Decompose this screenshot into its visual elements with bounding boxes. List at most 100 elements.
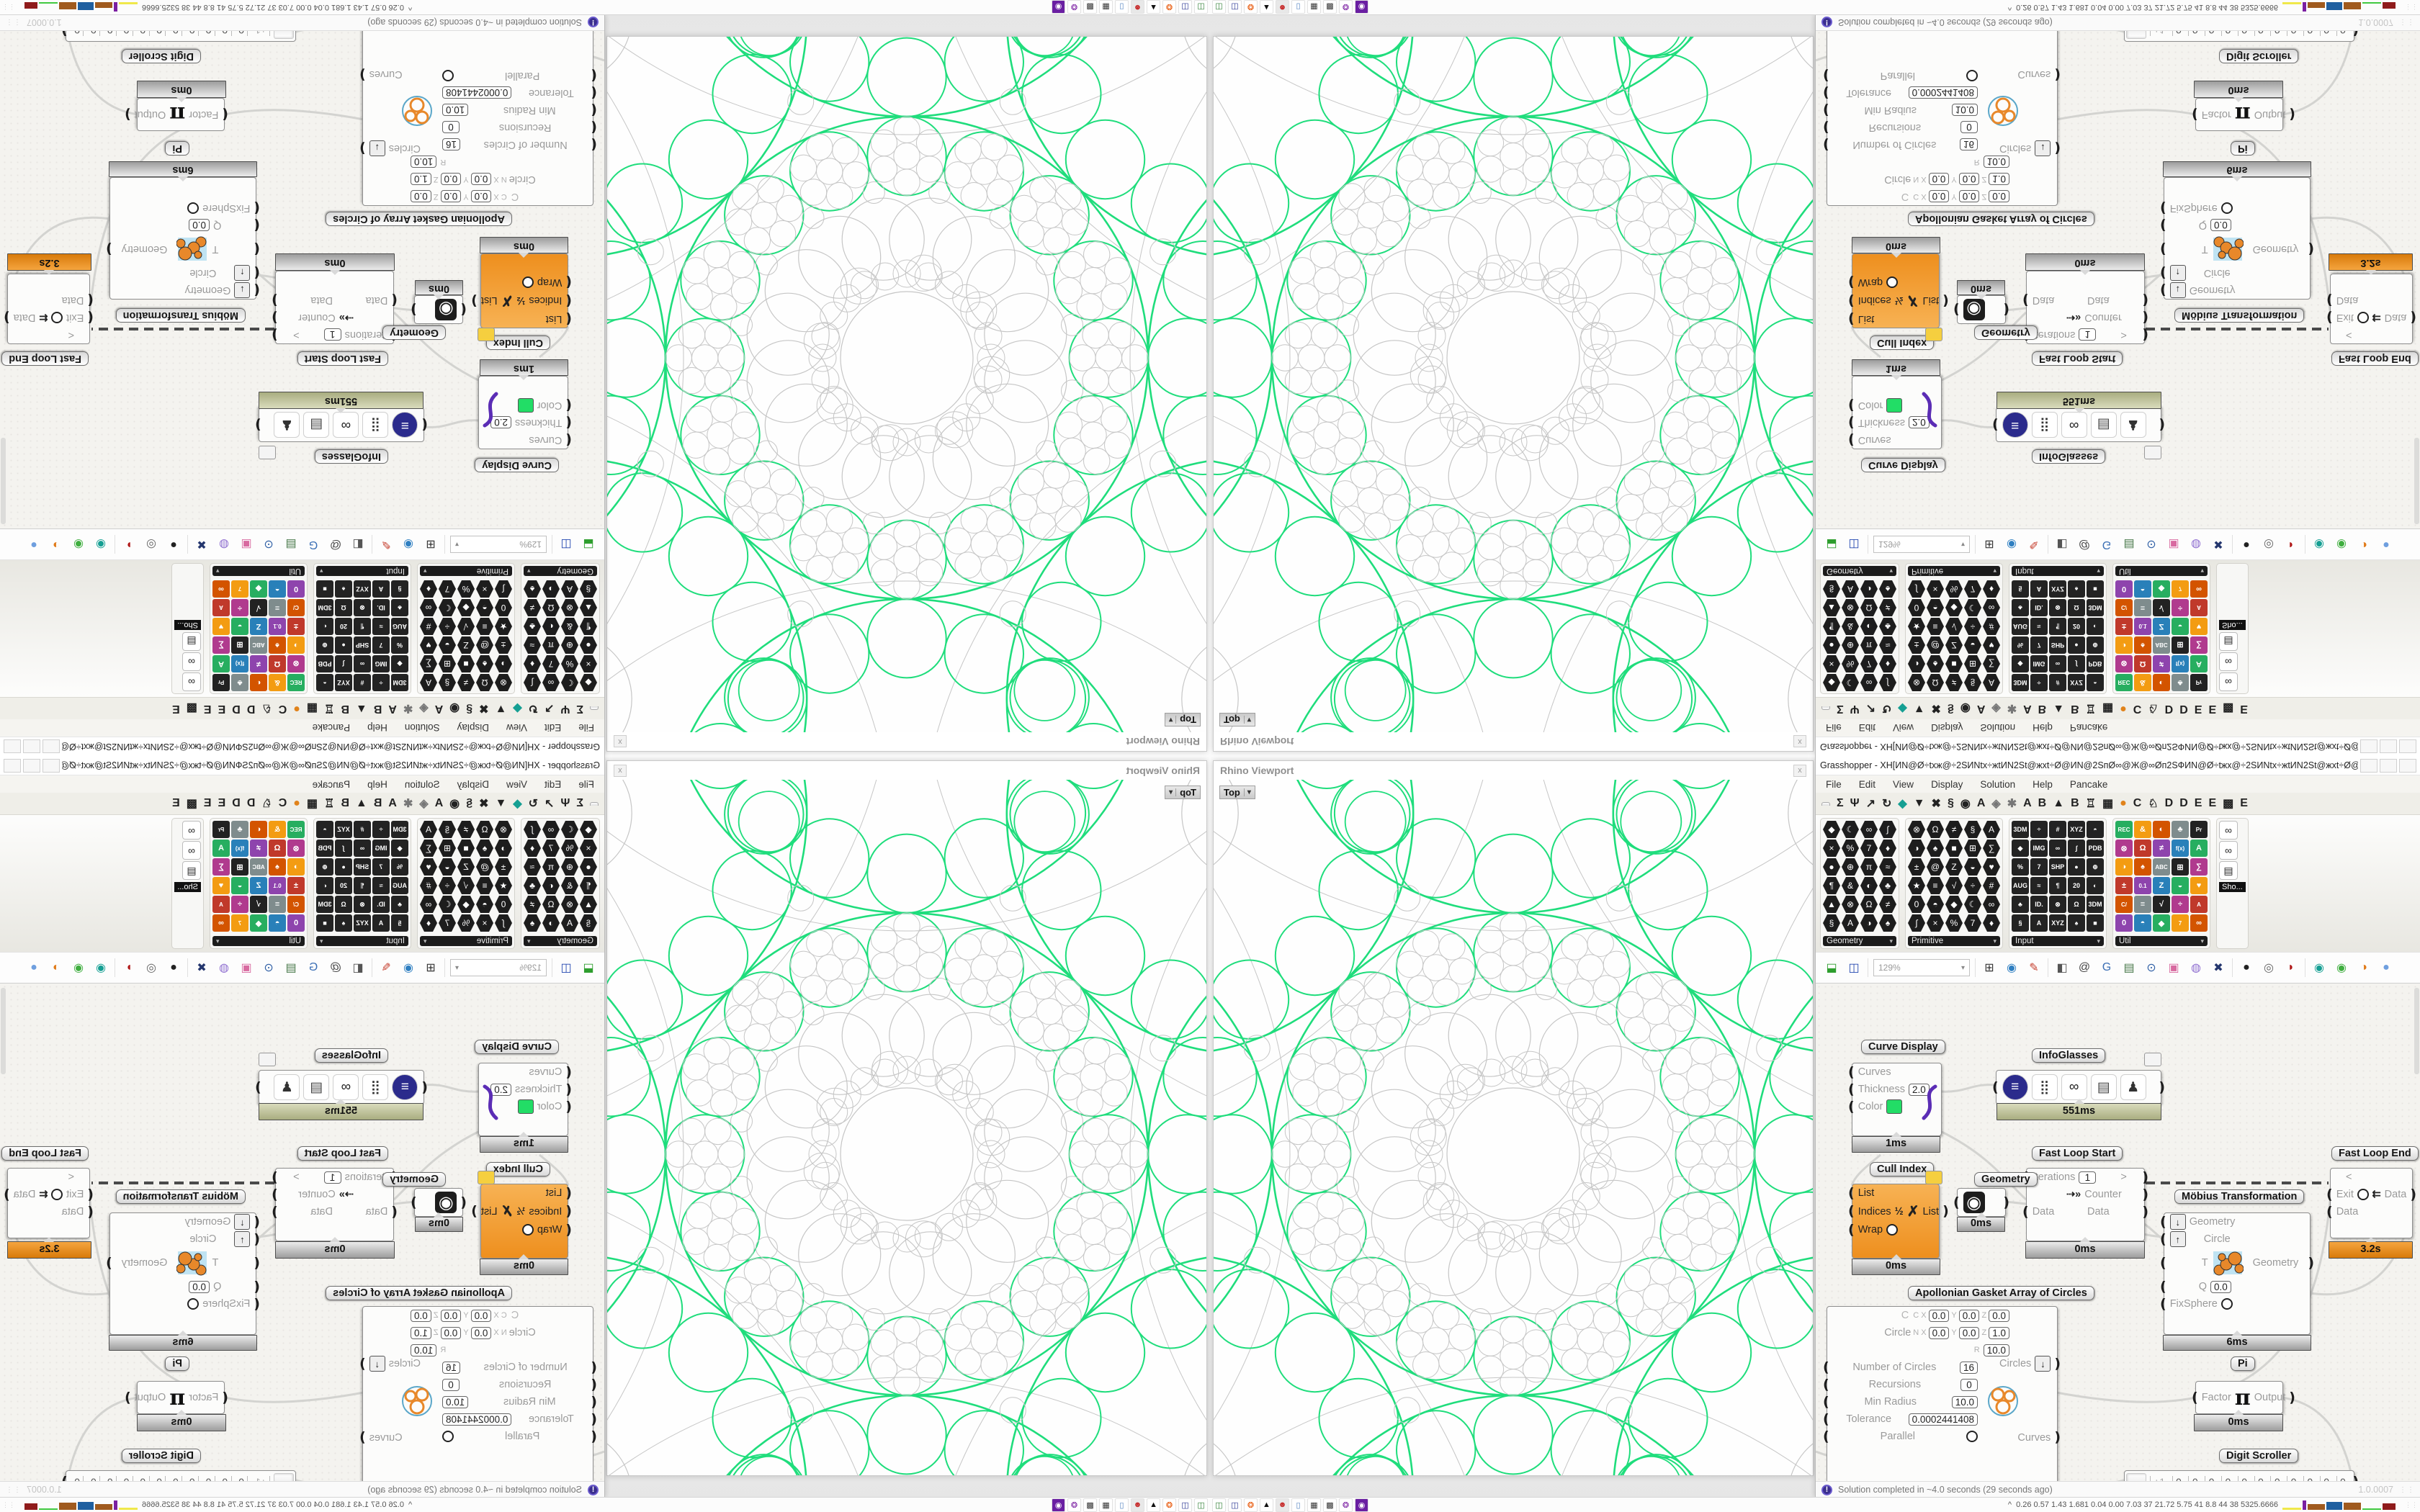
component-icon[interactable]: ≡	[2134, 896, 2151, 913]
component-icon[interactable]: ×	[580, 655, 597, 672]
floppy-blue-icon[interactable]: ◫	[1178, 0, 1192, 14]
component-icon[interactable]: π	[1860, 858, 1878, 876]
tab-glyph-10[interactable]: ◈	[419, 798, 429, 810]
input-port[interactable]: (	[254, 1230, 260, 1247]
component-icon[interactable]: ABC	[250, 858, 267, 876]
parallel-toggle[interactable]	[1966, 70, 1978, 81]
component-icon[interactable]: 0	[495, 896, 512, 913]
component-icon[interactable]: ♣	[1879, 877, 1896, 894]
component-icon[interactable]: ⊞	[439, 840, 456, 857]
output-port[interactable]: )	[1942, 1203, 1949, 1219]
wrap-toggle[interactable]	[521, 1224, 534, 1236]
component-icon[interactable]: ◑	[287, 858, 305, 876]
viewport-canvas[interactable]: Top ▾	[1214, 37, 1813, 732]
component-icon[interactable]: ◓	[2087, 674, 2104, 691]
canvas-scrollbar[interactable]	[2414, 988, 2419, 1074]
output-port[interactable]: )	[359, 1429, 366, 1445]
component-icon[interactable]: ≈	[2030, 877, 2048, 894]
tab-glyph-15[interactable]: B	[341, 797, 349, 809]
component-icon[interactable]: §	[391, 914, 408, 932]
menu-help[interactable]: Help	[367, 722, 387, 734]
menu-edit[interactable]: Edit	[544, 778, 562, 790]
input-port[interactable]: (	[591, 1376, 597, 1392]
fast-loop-end-node[interactable]: <(Exit ⇇ Data)(Data	[4, 1168, 94, 1238]
tab-glyph-9[interactable]: A	[1976, 703, 1986, 715]
tab-glyph-15[interactable]: B	[341, 703, 349, 715]
output-port[interactable]: )	[2054, 1429, 2061, 1445]
component-icon[interactable]: ABC	[250, 636, 267, 654]
value-box[interactable]: 10.0	[1983, 156, 2009, 168]
component-icon[interactable]: ◒	[2172, 877, 2189, 894]
component-icon[interactable]: 7	[1860, 655, 1878, 672]
tab-glyph-6[interactable]: ✖	[479, 798, 489, 810]
tab-glyph-0[interactable]: Σ	[1837, 703, 1844, 715]
component-icon[interactable]: ♣	[391, 599, 408, 616]
component-icon[interactable]: &	[561, 618, 578, 635]
component-icon[interactable]: SHP	[2049, 636, 2066, 654]
gha-button[interactable]: G	[308, 961, 318, 973]
tab-params[interactable]	[590, 801, 599, 806]
digit-cell[interactable]: 0	[2237, 1476, 2251, 1481]
value-box[interactable]: 0.0	[189, 219, 210, 232]
output-port[interactable]: )	[2410, 1186, 2416, 1202]
output-port[interactable]: )	[2142, 310, 2148, 326]
output-port[interactable]: )	[106, 241, 112, 258]
component-icon[interactable]: A	[2030, 580, 2048, 598]
component-icon[interactable]: %	[561, 840, 578, 857]
component-icon[interactable]: A	[1983, 674, 2000, 691]
up-arrow-icon[interactable]: ↑	[2169, 1231, 2186, 1247]
component-icon[interactable]: AUG	[2012, 877, 2029, 894]
grasshopper-window[interactable]: Grasshopper - XH[ИN@Ø÷txж@÷2SИNtx÷жtИN2S…	[0, 14, 605, 756]
component-icon[interactable]: ⊗	[561, 896, 578, 913]
menu-help[interactable]: Help	[2033, 722, 2053, 734]
component-icon[interactable]: ★	[1908, 877, 1925, 894]
input-port[interactable]: (	[2160, 241, 2166, 258]
component-icon[interactable]: ⊗	[1842, 896, 1859, 913]
infoglasses-node[interactable]: (≡ ⣿ ∞ ▤ ♟)	[1992, 1070, 2165, 1104]
creature-red-icon[interactable]: ☻	[1131, 0, 1144, 14]
component-icon[interactable]: 0	[1908, 599, 1925, 616]
grid-icon[interactable]: ⣿	[362, 412, 389, 438]
drawer-icon[interactable]: ▤	[303, 412, 330, 438]
component-icon[interactable]: ∞	[542, 674, 560, 691]
flame2-icon[interactable]: ❂	[1339, 1498, 1353, 1512]
value-box[interactable]: 0.0	[1958, 1309, 1980, 1322]
digit-cell[interactable]: 0	[136, 31, 150, 36]
palette-caption-input[interactable]: Input ▾	[2012, 936, 2104, 946]
component-icon[interactable]: §	[439, 674, 456, 691]
value-box[interactable]: 10.0	[411, 1344, 437, 1356]
component-icon[interactable]: 7	[372, 636, 390, 654]
component-icon[interactable]: ■	[2087, 580, 2104, 598]
menu-solution[interactable]: Solution	[1980, 722, 2016, 734]
color-swatch[interactable]	[1886, 1099, 1903, 1114]
pi-node[interactable]: (Factor π Output)	[125, 98, 228, 131]
component-icon[interactable]: ♥	[212, 618, 230, 635]
search-button[interactable]: ⊙	[2146, 962, 2156, 974]
down-arrow-icon[interactable]: ↓	[369, 1356, 385, 1372]
component-icon[interactable]: A	[1842, 914, 1859, 932]
component-icon[interactable]: ∞	[2049, 655, 2066, 672]
digit-cell[interactable]: 0	[104, 1476, 117, 1481]
component-icon[interactable]: 3DM	[2087, 896, 2104, 913]
component-icon[interactable]: ◐	[250, 674, 267, 691]
component-icon[interactable]: ◆	[1945, 599, 1963, 616]
menu-display[interactable]: Display	[457, 778, 489, 790]
component-icon[interactable]: %	[1842, 655, 1859, 672]
component-icon[interactable]: ≡	[1927, 877, 1944, 894]
maze2-icon[interactable]: ▩	[1083, 0, 1097, 14]
camera-dark-button[interactable]: ●	[2243, 961, 2250, 973]
value-box[interactable]: 10.0	[411, 156, 437, 168]
component-icon[interactable]: ⊗	[561, 599, 578, 616]
tab-glyph-0[interactable]: Σ	[576, 797, 583, 809]
cull-index-label[interactable]: Cull Index	[1870, 1162, 1935, 1176]
viewport-titlebar[interactable]: Rhino Viewport x	[607, 761, 1206, 780]
tab-glyph-20[interactable]: ♘	[261, 798, 272, 810]
component-icon[interactable]: ⊕	[2087, 636, 2104, 654]
component-icon[interactable]: ◐	[1860, 618, 1878, 635]
component-icon[interactable]: ∞	[2190, 914, 2208, 932]
tab-glyph-14[interactable]: ▲	[355, 703, 367, 715]
digit-cell[interactable]: 0	[2287, 1476, 2300, 1481]
component-icon[interactable]: ±	[2115, 877, 2133, 894]
maze-icon[interactable]: ▦	[1099, 1498, 1113, 1512]
